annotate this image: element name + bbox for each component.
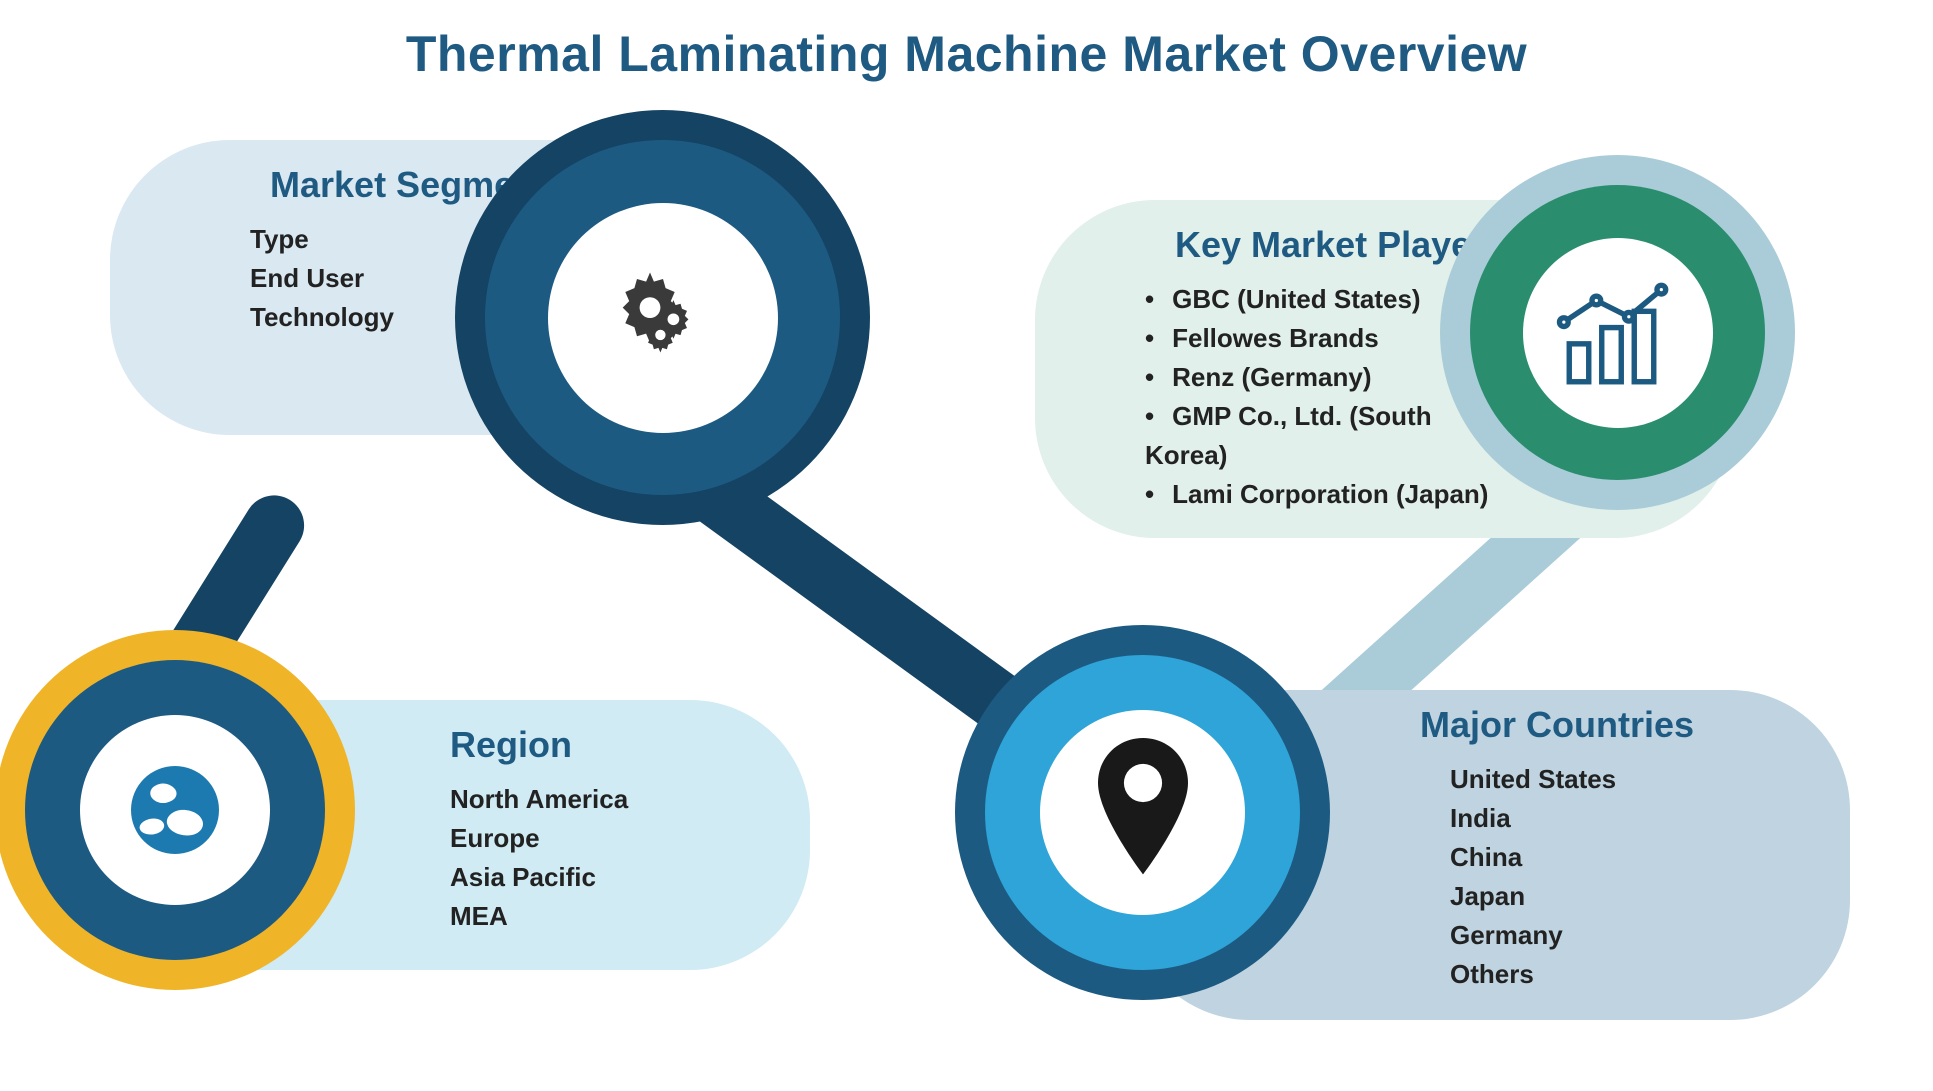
- players-node-inner: [1523, 238, 1713, 428]
- countries-item: India: [1450, 799, 1790, 838]
- globe-icon: [120, 755, 230, 865]
- countries-item: United States: [1450, 760, 1790, 799]
- players-item: Lami Corporation (Japan): [1145, 475, 1515, 514]
- countries-item: China: [1450, 838, 1790, 877]
- region-node: [25, 660, 325, 960]
- countries-item: Others: [1450, 955, 1790, 994]
- gears-icon: [598, 253, 728, 383]
- players-node: [1470, 185, 1765, 480]
- region-item: Asia Pacific: [450, 858, 750, 897]
- countries-node-inner: [1040, 710, 1245, 915]
- countries-item: Germany: [1450, 916, 1790, 955]
- countries-node: [985, 655, 1300, 970]
- segments-node-inner: [548, 203, 778, 433]
- chart-icon: [1553, 273, 1683, 393]
- segments-node: [485, 140, 840, 495]
- region-item: North America: [450, 780, 750, 819]
- countries-item: Japan: [1450, 877, 1790, 916]
- region-node-inner: [80, 715, 270, 905]
- region-item: MEA: [450, 897, 750, 936]
- region-item: Europe: [450, 819, 750, 858]
- pin-icon: [1083, 738, 1203, 888]
- page-title: Thermal Laminating Machine Market Overvi…: [0, 25, 1933, 83]
